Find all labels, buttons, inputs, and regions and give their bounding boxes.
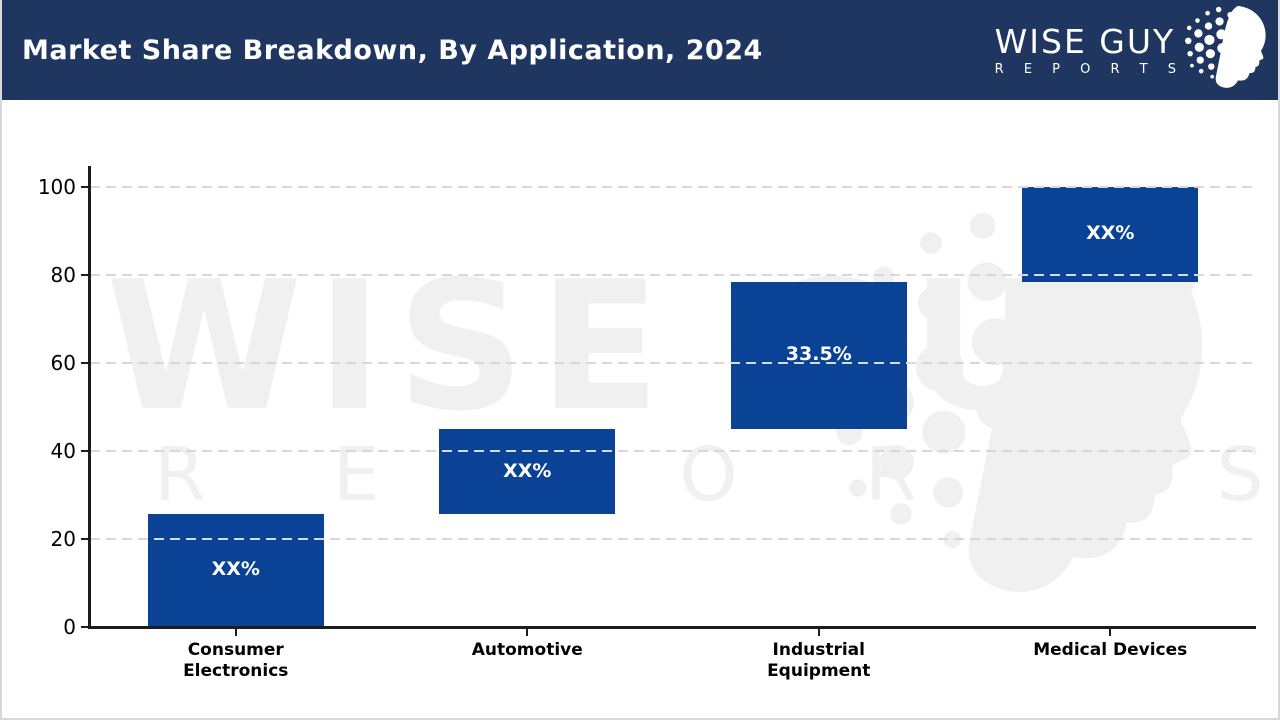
y-tick-mark	[81, 626, 90, 628]
brand-logo-text: WISE GUY R E P O R T S	[995, 25, 1184, 76]
x-axis-line	[88, 626, 1256, 629]
brand-logo-subtitle: R E P O R T S	[994, 61, 1184, 77]
bar-value-label: XX%	[1086, 222, 1135, 245]
gridline-40	[90, 449, 1256, 452]
y-tick-mark	[81, 449, 90, 452]
y-tick-mark	[81, 273, 90, 276]
y-tick-label: 80	[50, 262, 76, 287]
x-axis-label: Medical Devices	[1033, 640, 1188, 660]
y-tick-label: 60	[50, 350, 76, 375]
brand-face-dots-icon	[1185, 5, 1266, 88]
brand-logo: WISE GUY R E P O R T S	[995, 4, 1272, 96]
bar-value-label: XX%	[503, 459, 552, 482]
gridline-20	[90, 537, 1256, 540]
bar-automotive	[439, 429, 616, 514]
x-tick-mark	[1109, 628, 1112, 636]
header: Market Share Breakdown, By Application, …	[2, 0, 1278, 100]
gridline-60	[90, 361, 1256, 364]
y-tick-label: 0	[63, 615, 76, 639]
page-title: Market Share Breakdown, By Application, …	[22, 34, 763, 66]
y-tick-label: 40	[50, 438, 76, 463]
x-tick-mark	[817, 628, 820, 636]
y-tick-mark	[81, 361, 90, 364]
bar-value-label: 33.5%	[785, 343, 852, 366]
brand-logo-name: WISE GUY	[994, 21, 1176, 61]
y-axis-line	[88, 166, 91, 629]
x-tick-mark	[234, 628, 237, 636]
bar-consumer-electronics	[147, 513, 324, 627]
x-axis-label: Automotive	[471, 640, 583, 660]
bar-value-label: XX%	[211, 558, 260, 581]
y-tick-mark	[81, 537, 90, 540]
gridline-100	[90, 185, 1256, 188]
x-axis-label: Industrial Equipment	[767, 640, 871, 681]
y-tick-label: 20	[50, 526, 76, 551]
x-axis-label: Consumer Electronics	[183, 640, 289, 681]
y-tick-label: 100	[37, 174, 76, 199]
gridline-80	[90, 273, 1256, 276]
x-tick-mark	[526, 628, 529, 636]
y-tick-mark	[81, 185, 90, 188]
